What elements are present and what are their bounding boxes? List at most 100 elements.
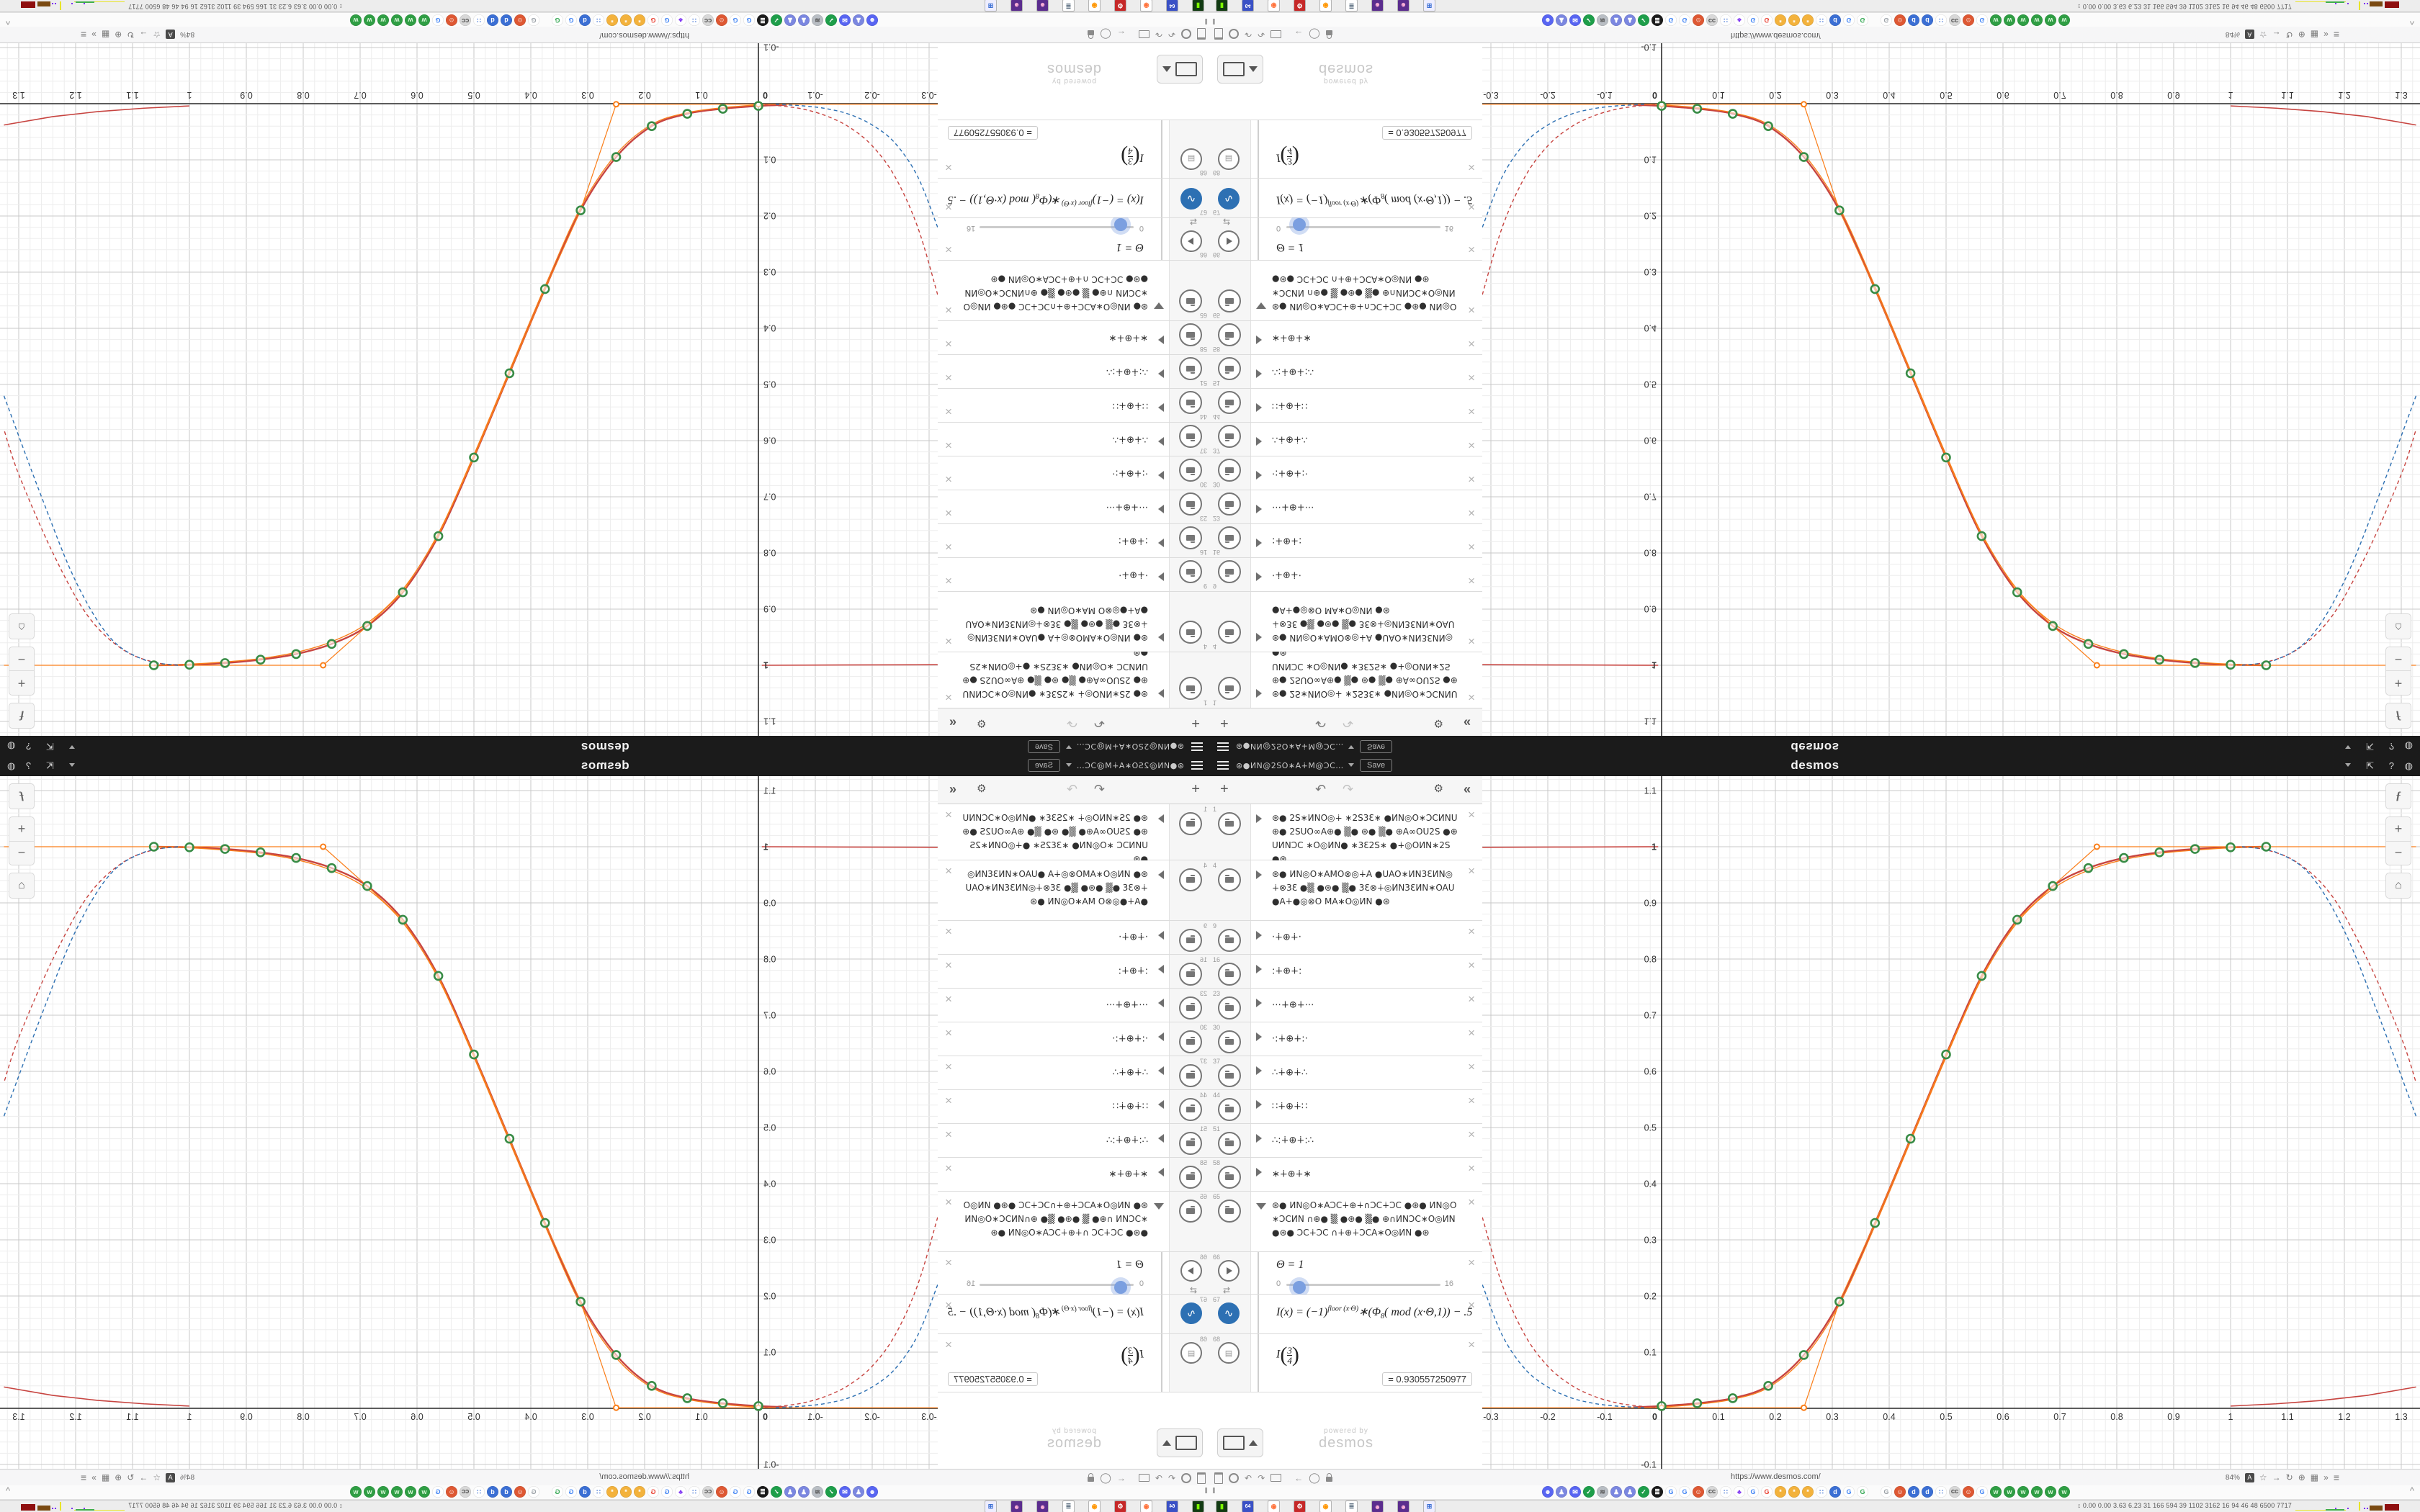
close-row-icon[interactable]: × xyxy=(945,405,952,418)
folder-expand-caret[interactable] xyxy=(1158,999,1164,1007)
tab-favicon[interactable]: G xyxy=(661,1486,673,1498)
undo-button[interactable]: ↶ xyxy=(1315,716,1327,730)
expression-row[interactable]: 16:∔⊕∔: × xyxy=(938,523,1210,557)
folder-icon[interactable] xyxy=(1218,391,1241,414)
tab-strip-handle[interactable]: ‖ xyxy=(1204,17,1208,25)
close-row-icon[interactable]: × xyxy=(945,924,952,938)
zoom-in-button[interactable]: + xyxy=(2386,670,2411,695)
tab-favicon[interactable]: ☺ xyxy=(446,14,457,26)
tab-favicon[interactable]: * xyxy=(1802,14,1814,26)
hidden-plot-icon[interactable]: ▤ xyxy=(1180,1342,1202,1364)
redo-button[interactable]: ↷ xyxy=(1066,716,1077,730)
ring-icon[interactable] xyxy=(1181,1472,1191,1483)
folder-icon[interactable] xyxy=(1218,289,1241,312)
launcher-icon[interactable]: ◉ xyxy=(1319,0,1332,12)
green-sample-point[interactable] xyxy=(575,1296,586,1307)
folder-icon[interactable] xyxy=(1218,323,1241,346)
tabs-chevron-icon[interactable]: ^ xyxy=(6,16,11,27)
tab-favicon[interactable]: ☺ xyxy=(1894,1486,1906,1498)
folder-expand-caret[interactable] xyxy=(1256,336,1262,344)
tabs-chevron-icon[interactable]: ^ xyxy=(2409,1485,2414,1496)
tab-favicon[interactable]: ☺ xyxy=(446,1486,457,1498)
expression-row[interactable]: 65 ⊛● ИN◎O∗AƆC∔⊕∔∩ƆC∔ƆC ●⊛● ИN◎O∗ƆCИN ∩⊕●… xyxy=(1210,260,1482,320)
back-arrow-icon[interactable]: ← xyxy=(1116,29,1126,40)
folder-expand-caret[interactable] xyxy=(1256,1203,1266,1210)
tab-favicon[interactable]: w xyxy=(2017,1486,2029,1498)
tab-favicon[interactable]: d xyxy=(579,14,591,26)
green-sample-point[interactable] xyxy=(398,914,408,925)
close-row-icon[interactable]: × xyxy=(945,864,952,878)
title-caret-icon[interactable] xyxy=(1066,763,1072,767)
tab-favicon[interactable]: ♣ xyxy=(675,14,686,26)
tab-favicon[interactable]: G xyxy=(1843,1486,1855,1498)
share-icon[interactable]: ⇱ xyxy=(46,741,54,752)
tab-favicon[interactable]: w xyxy=(2058,1486,2070,1498)
title-caret-icon[interactable] xyxy=(1348,763,1354,767)
close-row-icon[interactable]: × xyxy=(1468,1161,1475,1175)
tab-favicon[interactable]: d xyxy=(1922,1486,1933,1498)
expression-row[interactable]: 68 ▤ I(3 4) = 0.930557250977 × xyxy=(1210,1334,1482,1392)
tab-favicon[interactable]: G xyxy=(1747,14,1759,26)
folder-icon[interactable] xyxy=(1138,30,1150,38)
slider-max-label[interactable]: 16 xyxy=(1444,1279,1453,1288)
tab-favicon[interactable]: w xyxy=(391,14,403,26)
undo-button[interactable]: ↶ xyxy=(1093,782,1105,796)
close-row-icon[interactable]: × xyxy=(945,1338,952,1351)
ring-icon[interactable] xyxy=(1229,29,1239,40)
folder-expand-caret[interactable] xyxy=(1158,437,1164,446)
save-button[interactable]: Save xyxy=(1027,759,1060,772)
green-sample-point[interactable] xyxy=(2012,914,2022,925)
tab-favicon[interactable]: * xyxy=(620,1486,632,1498)
expression-row[interactable]: 37 ∴∔⊕∔∴ × xyxy=(938,422,1210,456)
folder-expand-caret[interactable] xyxy=(1256,1134,1262,1143)
tab-favicon[interactable]: w xyxy=(2004,1486,2015,1498)
folder-expand-caret[interactable] xyxy=(1158,1134,1164,1143)
account-caret-icon[interactable] xyxy=(2345,763,2351,767)
close-row-icon[interactable]: × xyxy=(945,1094,952,1107)
globe-toolbar-icon[interactable]: ⊕ xyxy=(2298,30,2305,40)
home-view-button[interactable]: ⌂ xyxy=(2385,613,2411,639)
overflow-chevrons-icon[interactable]: » xyxy=(91,1472,97,1482)
close-row-icon[interactable]: × xyxy=(945,506,952,520)
close-row-icon[interactable]: × xyxy=(1468,1128,1475,1141)
launcher-icon[interactable]: 64 xyxy=(1242,0,1254,12)
close-row-icon[interactable]: × xyxy=(945,161,952,174)
green-sample-point[interactable] xyxy=(148,842,159,852)
tab-favicon[interactable]: G xyxy=(528,1486,539,1498)
tab-favicon[interactable]: G xyxy=(432,1486,444,1498)
zoom-out-button[interactable]: − xyxy=(2394,652,2403,667)
undo-button[interactable]: ↶ xyxy=(1093,716,1105,730)
folder-expand-caret[interactable] xyxy=(1256,437,1262,446)
forward-arrow-icon[interactable]: → xyxy=(139,30,148,40)
tab-favicon[interactable]: ✉ xyxy=(839,1486,851,1498)
launcher-icon[interactable]: ⊞ xyxy=(985,1500,997,1512)
green-sample-point[interactable] xyxy=(1798,1350,1809,1360)
folder-icon[interactable] xyxy=(1179,963,1202,986)
tab-favicon[interactable]: ✉ xyxy=(1569,1486,1581,1498)
tab-favicon[interactable]: ☺ xyxy=(716,1486,727,1498)
slider-handle[interactable] xyxy=(1113,218,1127,231)
collapse-panel-button[interactable]: « xyxy=(949,716,957,730)
close-row-icon[interactable]: × xyxy=(1468,924,1475,938)
tabs-chevron-icon[interactable]: ^ xyxy=(2409,16,2414,27)
close-row-icon[interactable]: × xyxy=(1468,303,1475,317)
close-row-icon[interactable]: × xyxy=(1468,405,1475,418)
tab-favicon[interactable]: w xyxy=(2031,14,2043,26)
tab-favicon[interactable]: G xyxy=(1881,14,1892,26)
tab-favicon[interactable]: w xyxy=(377,1486,389,1498)
close-row-icon[interactable]: × xyxy=(945,438,952,452)
page-zoom-level[interactable]: 84% xyxy=(2225,1473,2240,1482)
expression-row[interactable]: 51 ∴:∔⊕∔:∴ × xyxy=(1210,1124,1482,1158)
tab-favicon[interactable]: w xyxy=(1990,14,2002,26)
expression-row[interactable]: 23 ⋯∔⊕∔⋯ × xyxy=(938,490,1210,523)
folder-icon[interactable] xyxy=(1218,1064,1241,1087)
hamburger-menu-icon[interactable] xyxy=(1217,742,1229,751)
title-caret-icon[interactable] xyxy=(1066,745,1072,749)
tab-favicon[interactable]: d xyxy=(1922,14,1933,26)
green-sample-point[interactable] xyxy=(255,654,266,665)
close-row-icon[interactable]: × xyxy=(945,371,952,384)
folder-expand-caret[interactable] xyxy=(1256,539,1262,547)
launcher-icon[interactable]: ▮ xyxy=(1192,1500,1204,1512)
tab-favicon[interactable]: ≋ xyxy=(1597,1486,1608,1498)
launcher-icon[interactable]: ☻ xyxy=(1397,1500,1410,1512)
